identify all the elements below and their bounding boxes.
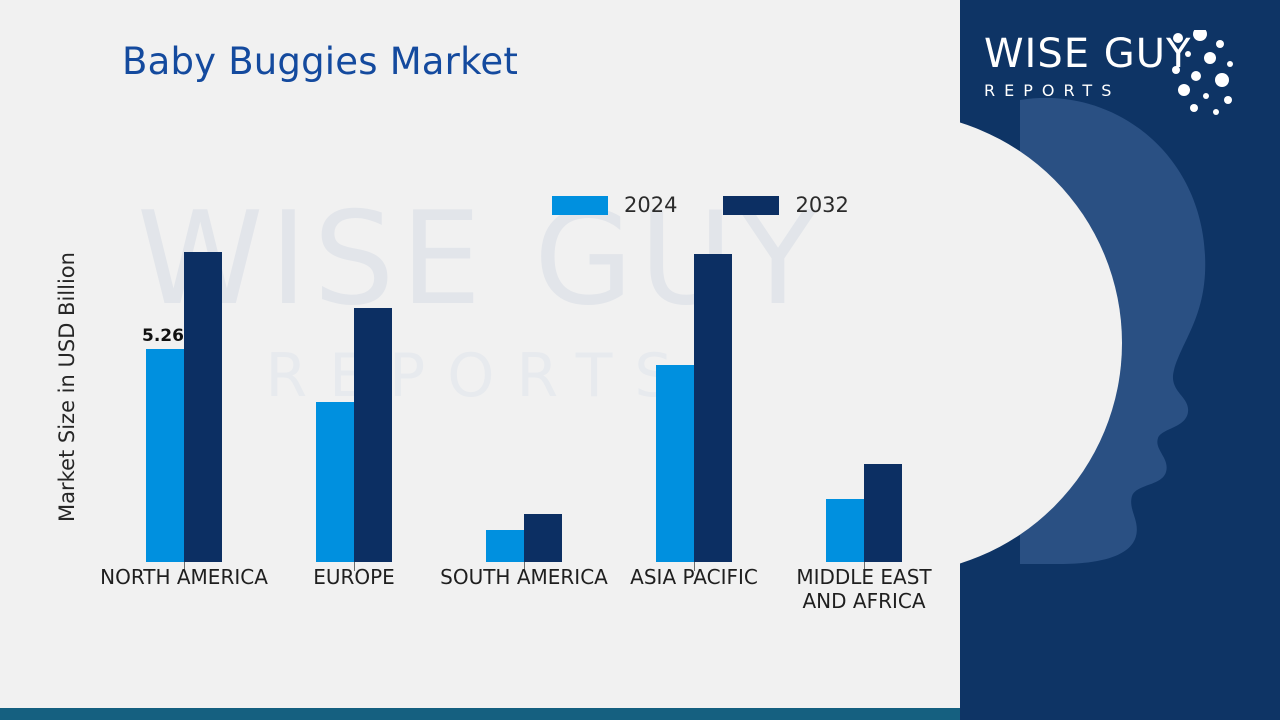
bar-2032-north-america[interactable] (184, 252, 222, 562)
page-title: Baby Buggies Market (122, 40, 519, 83)
logo-main-text: WISE GUY (984, 31, 1192, 77)
legend-item-2032[interactable]: 2032 (723, 193, 849, 217)
legend-label-2024: 2024 (624, 193, 678, 217)
chart-plot: 5.26 (96, 230, 946, 562)
x-axis-label-middle-east-and-africa: MIDDLE EAST AND AFRICA (796, 565, 932, 613)
x-axis-label-north-america: NORTH AMERICA (100, 565, 268, 589)
brain-network-decoration (960, 150, 1048, 570)
bar-group: 5.26 (142, 252, 222, 562)
x-axis-label-europe: EUROPE (313, 565, 395, 589)
bar-2032-europe[interactable] (354, 308, 392, 562)
legend-label-2032: 2032 (795, 193, 849, 217)
legend-item-2024[interactable]: 2024 (552, 193, 677, 217)
legend-swatch-2024 (552, 195, 608, 215)
logo-sub-text: REPORTS (984, 81, 1121, 100)
y-axis-label: Market Size in USD Billion (55, 252, 79, 522)
x-axis-label-south-america: SOUTH AMERICA (440, 565, 608, 589)
bar-group (656, 254, 732, 562)
axis-tick (354, 562, 355, 571)
bar-group (826, 464, 902, 562)
chart-legend: 2024 2032 (552, 193, 849, 217)
bar-2024-north-america[interactable]: 5.26 (142, 326, 184, 562)
axis-tick (524, 562, 525, 571)
bar-2024-asia-pacific[interactable] (656, 365, 694, 562)
brand-logo: WISE GUY REPORTS (984, 30, 1234, 115)
brand-panel (960, 0, 1280, 720)
axis-tick (694, 562, 695, 571)
bar-2024-south-america[interactable] (486, 530, 524, 562)
bar-2032-middle-east-and-africa[interactable] (864, 464, 902, 562)
legend-swatch-2032 (723, 195, 780, 215)
bar-group (486, 514, 562, 562)
chart-area: Market Size in USD Billion 2024 2032 5.2… (55, 193, 946, 613)
bottom-accent-strip (0, 708, 960, 720)
bar-group (316, 308, 392, 562)
logo-dots-decoration (1172, 30, 1233, 115)
bar-2024-europe[interactable] (316, 402, 354, 562)
bar-2032-south-america[interactable] (524, 514, 562, 562)
bar-2032-asia-pacific[interactable] (694, 254, 732, 562)
bar-value-label: 5.26 (142, 326, 184, 346)
x-axis-label-asia-pacific: ASIA PACIFIC (630, 565, 758, 589)
bar-2024-middle-east-and-africa[interactable] (826, 499, 864, 562)
axis-tick (864, 562, 865, 571)
axis-tick (184, 562, 185, 571)
